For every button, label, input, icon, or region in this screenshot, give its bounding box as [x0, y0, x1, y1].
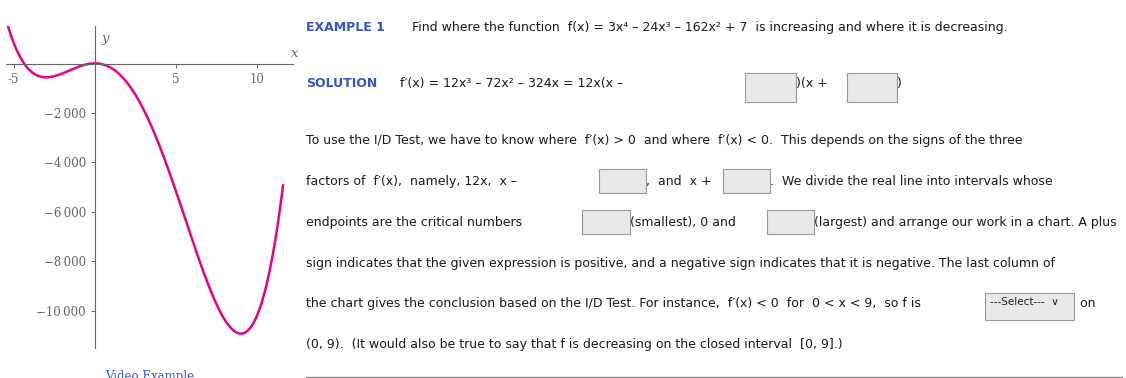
Bar: [985, 293, 1074, 320]
Text: endpoints are the critical numbers: endpoints are the critical numbers: [306, 216, 522, 229]
Text: ---Select---  ∨: ---Select--- ∨: [990, 297, 1058, 307]
Text: To use the I/D Test, we have to know where  f′(x) > 0  and where  f′(x) < 0.  Th: To use the I/D Test, we have to know whe…: [306, 134, 1022, 147]
Text: ,  and  x +: , and x +: [646, 175, 712, 188]
Text: y: y: [101, 32, 109, 45]
Bar: [599, 169, 646, 194]
Text: SOLUTION: SOLUTION: [306, 77, 377, 90]
Text: Find where the function  f(x) = 3x⁴ – 24x³ – 162x² + 7  is increasing and where : Find where the function f(x) = 3x⁴ – 24x…: [400, 21, 1008, 34]
Text: f′(x) = 12x³ – 72x² – 324x = 12x(x –: f′(x) = 12x³ – 72x² – 324x = 12x(x –: [400, 77, 627, 90]
Bar: [847, 73, 897, 102]
Text: (0, 9).  (It would also be true to say that f is decreasing on the closed interv: (0, 9). (It would also be true to say th…: [306, 338, 843, 351]
Text: .  We divide the real line into intervals whose: . We divide the real line into intervals…: [770, 175, 1053, 188]
Text: on: on: [1076, 297, 1096, 310]
Bar: [745, 73, 796, 102]
Bar: [723, 169, 770, 194]
Text: the chart gives the conclusion based on the I/D Test. For instance,  f′(x) < 0  : the chart gives the conclusion based on …: [306, 297, 921, 310]
Text: ): ): [897, 77, 902, 90]
Text: (smallest), 0 and: (smallest), 0 and: [629, 216, 735, 229]
Text: )(x +: )(x +: [796, 77, 828, 90]
Text: sign indicates that the given expression is positive, and a negative sign indica: sign indicates that the given expression…: [306, 257, 1055, 270]
Text: factors of  f′(x),  namely, 12x,  x –: factors of f′(x), namely, 12x, x –: [306, 175, 518, 188]
Text: Video Example: Video Example: [105, 370, 194, 378]
Text: x: x: [292, 47, 298, 60]
Text: EXAMPLE 1: EXAMPLE 1: [306, 21, 385, 34]
Bar: [582, 210, 629, 234]
Bar: [306, 377, 1123, 378]
Text: (largest) and arrange our work in a chart. A plus: (largest) and arrange our work in a char…: [814, 216, 1117, 229]
Bar: [767, 210, 814, 234]
